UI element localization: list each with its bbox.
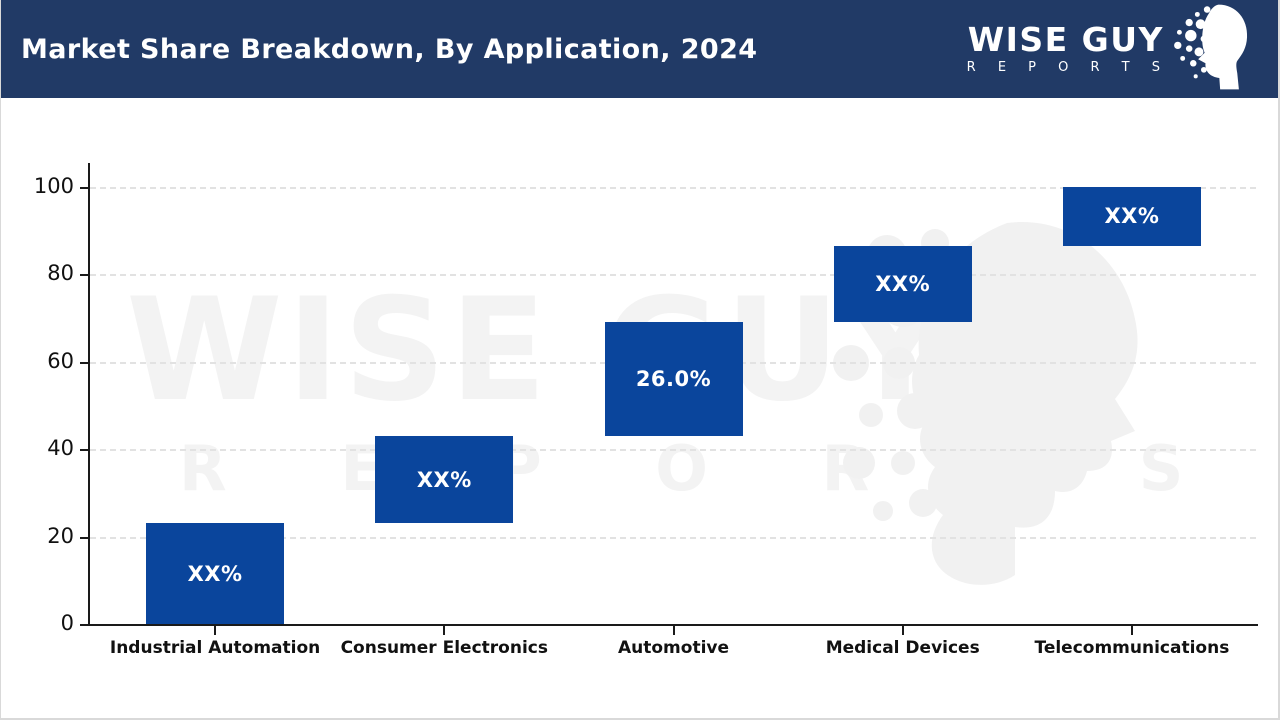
bar-value-label: XX% xyxy=(187,561,243,586)
plot-area: 0 20 40 60 80 100 XX% XX% 26.0% XX% XX% Industria… xyxy=(1,98,1278,718)
category-label-industrial-automation: Industrial Automation xyxy=(109,638,321,658)
bar-value-label: XX% xyxy=(875,272,931,297)
category-label-consumer-electronics: Consumer Electronics xyxy=(340,638,548,658)
category-label-telecommunications: Telecommunications xyxy=(1034,638,1230,658)
gridline-40 xyxy=(90,449,1256,452)
logo-wordmark: WISE GUY xyxy=(967,20,1164,59)
y-tick-mark xyxy=(80,536,89,539)
y-tick-label: 0 xyxy=(60,611,74,635)
x-tick-mark xyxy=(1130,626,1133,635)
gridline-80 xyxy=(90,274,1256,277)
category-label-automotive: Automotive xyxy=(617,638,730,658)
watermark-wordmark: WISE GUY xyxy=(126,268,951,433)
x-axis-spine xyxy=(88,624,1258,626)
bar-consumer-electronics: XX% xyxy=(375,436,514,524)
logo-subtext: R E P O R T S xyxy=(966,60,1169,75)
bar-value-label: 26.0% xyxy=(635,367,712,392)
gridline-100 xyxy=(90,187,1256,189)
x-tick-mark xyxy=(901,626,904,635)
x-tick-mark xyxy=(443,626,446,635)
y-tick-label: 40 xyxy=(47,436,74,461)
y-tick-mark xyxy=(80,624,89,626)
y-tick-label: 100 xyxy=(33,174,74,198)
bar-value-label: XX% xyxy=(1104,204,1160,229)
bar-value-label: XX% xyxy=(416,467,472,492)
x-tick-mark xyxy=(672,626,675,635)
wise-guy-reports-logo: WISE GUY R E P O R T S xyxy=(963,3,1253,95)
gridline-20 xyxy=(90,536,1256,539)
y-tick-label: 20 xyxy=(47,523,74,548)
bar-medical-devices: XX% xyxy=(833,245,972,323)
dotted-head-profile-icon xyxy=(1171,3,1253,95)
y-tick-mark xyxy=(80,187,89,189)
page-title: Market Share Breakdown, By Application, … xyxy=(21,33,758,65)
y-tick-label: 80 xyxy=(47,261,74,286)
y-axis-spine xyxy=(88,163,90,625)
logo-text: WISE GUY R E P O R T S xyxy=(963,23,1169,75)
y-tick-mark xyxy=(80,449,89,452)
bar-industrial-automation: XX% xyxy=(146,523,285,624)
y-tick-mark xyxy=(80,274,89,277)
x-tick-mark xyxy=(214,626,217,635)
bar-automotive: 26.0% xyxy=(604,322,743,437)
y-tick-mark xyxy=(80,361,89,364)
header: Market Share Breakdown, By Application, … xyxy=(1,0,1278,98)
y-tick-label: 60 xyxy=(47,348,74,373)
bar-telecommunications: XX% xyxy=(1062,187,1201,246)
category-label-medical-devices: Medical Devices xyxy=(825,638,980,658)
